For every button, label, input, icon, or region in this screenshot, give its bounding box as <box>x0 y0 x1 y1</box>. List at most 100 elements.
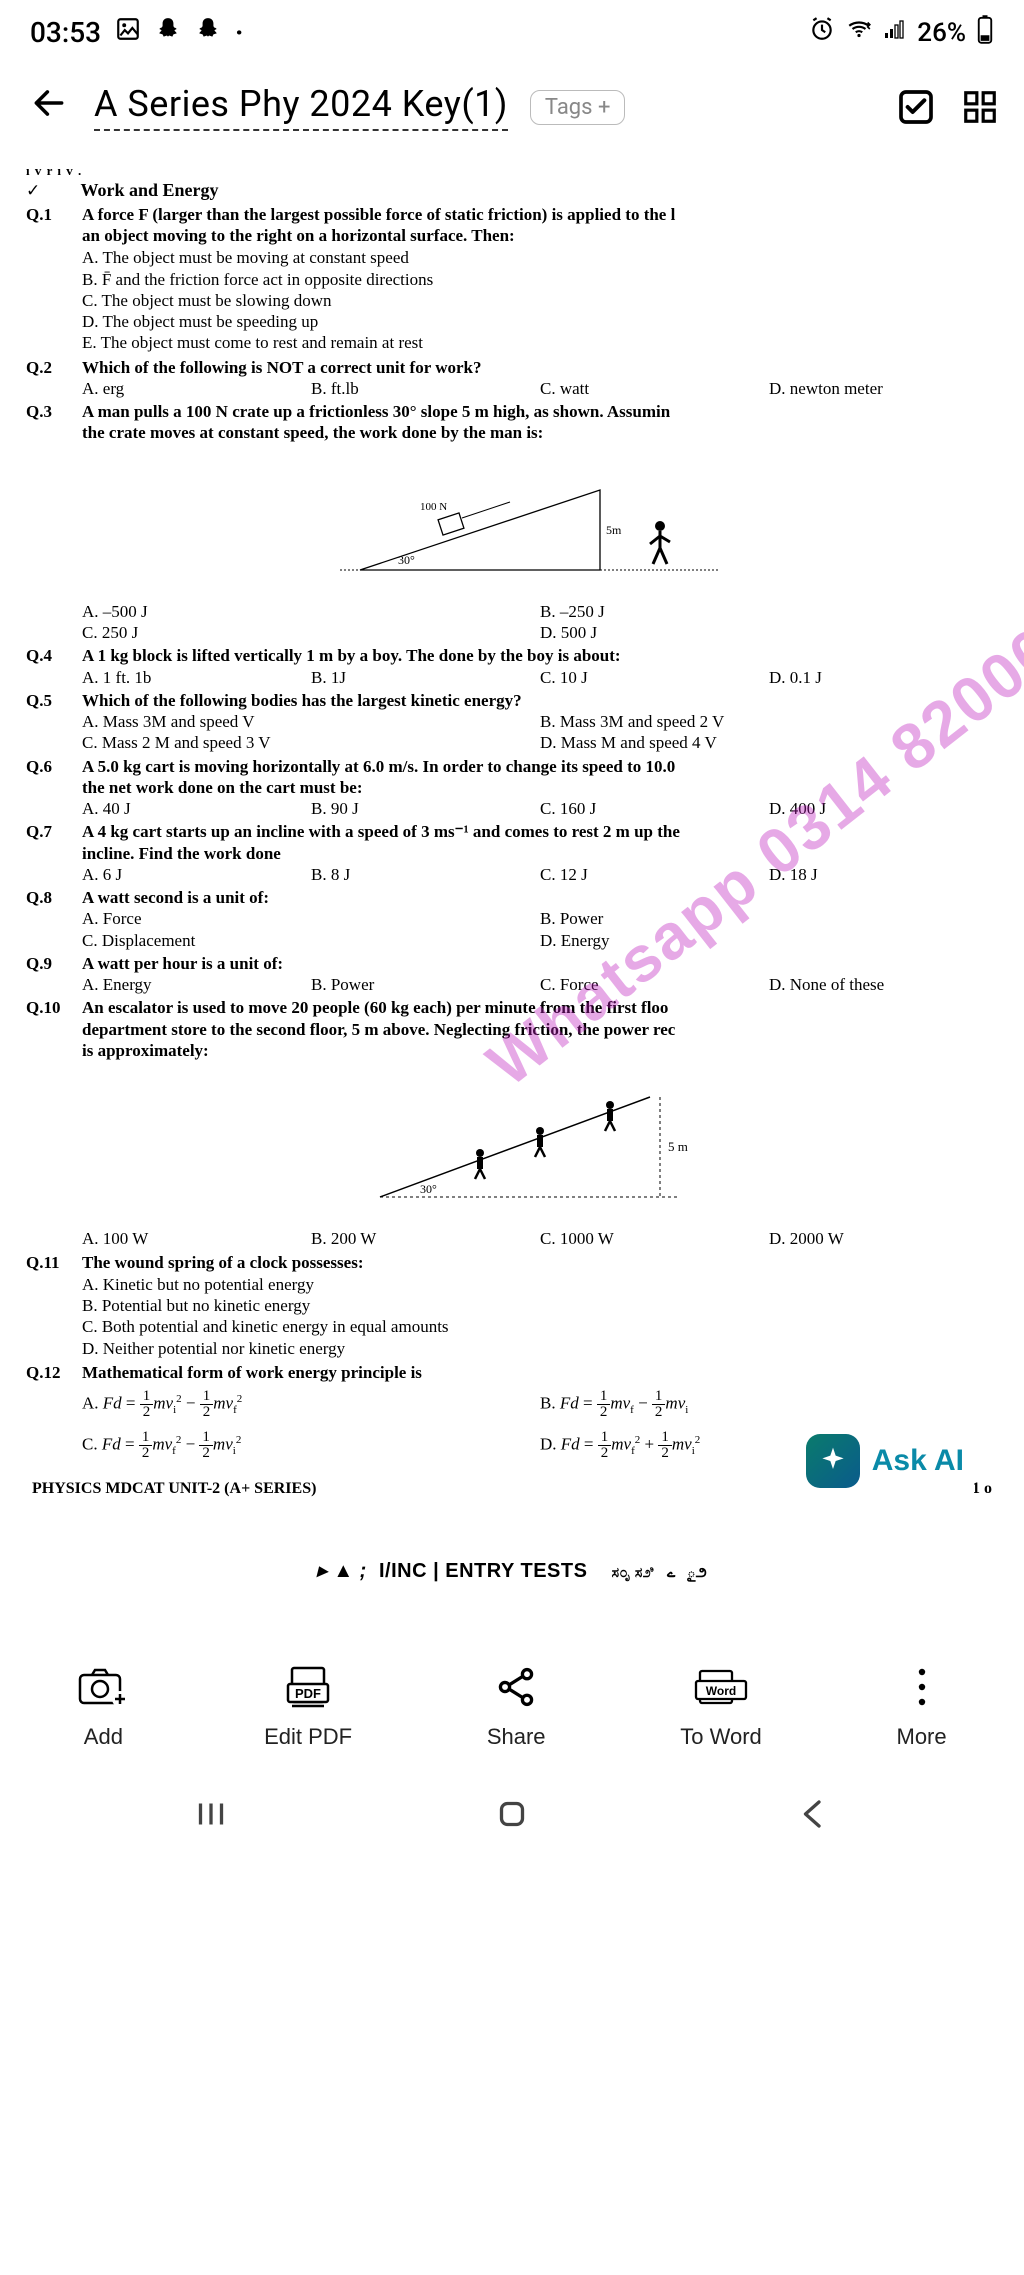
option: C. 1000 W <box>540 1228 769 1249</box>
document-viewport[interactable]: Whatsapp 0314 8200007 ı v r ı v . ✓ Work… <box>0 143 1024 1634</box>
gallery-icon <box>115 16 141 49</box>
option: C. Fd = 12mvf2 − 12mvi2 <box>82 1430 540 1461</box>
share-button[interactable]: Share <box>487 1664 546 1750</box>
question-text: Which of the following bodies has the la… <box>82 690 998 711</box>
option: D. 2000 W <box>769 1228 998 1249</box>
question-block: Q.5 Which of the following bodies has th… <box>26 690 998 754</box>
options-row: A. Force B. Power <box>82 908 998 929</box>
question-number: Q.7 <box>26 821 82 885</box>
option: A. Fd = 12mvi2 − 12mvf2 <box>82 1389 540 1420</box>
question-block: Q.4 A 1 kg block is lifted vertically 1 … <box>26 645 998 688</box>
question-number: Q.12 <box>26 1362 82 1461</box>
option: C. Force <box>540 974 769 995</box>
question-text: A 5.0 kg cart is moving horizontally at … <box>82 756 998 777</box>
section-title: Work and Energy <box>81 180 219 200</box>
ask-ai-button[interactable]: Ask AI <box>796 1428 974 1494</box>
nav-recents-button[interactable] <box>193 1796 229 1836</box>
svg-text:Word: Word <box>706 1684 736 1698</box>
option: C. 160 J <box>540 798 769 819</box>
question-subtext2: is approximately: <box>82 1040 998 1061</box>
figure-slope-crate: 30° 5m 100 N <box>82 450 998 595</box>
edit-pdf-button[interactable]: PDF Edit PDF <box>264 1664 352 1750</box>
question-block: Q.11 The wound spring of a clock possess… <box>26 1252 998 1360</box>
nav-home-button[interactable] <box>494 1796 530 1836</box>
svg-text:5 m: 5 m <box>668 1139 688 1154</box>
alarm-icon <box>809 16 835 49</box>
option: D. newton meter <box>769 378 998 399</box>
option: C. Displacement <box>82 930 540 951</box>
svg-text:PDF: PDF <box>295 1686 321 1701</box>
camera-add-icon <box>77 1664 129 1710</box>
android-navbar <box>0 1770 1024 1866</box>
option: A. Energy <box>82 974 311 995</box>
option: B. Fd = 12mvf − 12mvi <box>540 1389 998 1420</box>
option: B. ft.lb <box>311 378 540 399</box>
option: A. Kinetic but no potential energy <box>82 1274 998 1295</box>
to-word-button[interactable]: Word To Word <box>680 1664 762 1750</box>
option: D. Mass M and speed 4 V <box>540 732 998 753</box>
option: D. 500 J <box>540 622 998 643</box>
battery-icon <box>976 14 994 51</box>
options-list: A. Kinetic but no potential energy B. Po… <box>82 1274 998 1359</box>
share-icon <box>494 1664 538 1710</box>
select-check-button[interactable] <box>892 83 940 131</box>
option: D. 18 J <box>769 864 998 885</box>
status-dot: · <box>235 16 243 49</box>
question-block: Q.9 A watt per hour is a unit of: A. Ene… <box>26 953 998 996</box>
status-left: 03:53 · <box>30 16 244 49</box>
back-button[interactable] <box>20 81 78 133</box>
question-text: A 4 kg cart starts up an incline with a … <box>82 821 998 842</box>
nav-back-button[interactable] <box>795 1796 831 1836</box>
signal-icon <box>883 17 907 48</box>
svg-text:30°: 30° <box>398 553 415 567</box>
option: D. Neither potential nor kinetic energy <box>82 1338 998 1359</box>
add-button[interactable]: Add <box>77 1664 129 1750</box>
question-number: Q.9 <box>26 953 82 996</box>
question-block: Q.3 A man pulls a 100 N crate up a frict… <box>26 401 998 643</box>
question-number: Q.5 <box>26 690 82 754</box>
more-button[interactable]: More <box>897 1664 947 1750</box>
question-number: Q.11 <box>26 1252 82 1360</box>
snapchat-icon <box>155 16 181 49</box>
tags-button[interactable]: Tags + <box>530 90 626 125</box>
question-text: An escalator is used to move 20 people (… <box>82 997 998 1018</box>
grid-view-button[interactable] <box>956 83 1004 131</box>
figure-escalator: 30° 5 m <box>82 1067 998 1222</box>
question-block: Q.6 A 5.0 kg cart is moving horizontally… <box>26 756 998 820</box>
question-block: Q.8 A watt second is a unit of: A. Force… <box>26 887 998 951</box>
option: C. Both potential and kinetic energy in … <box>82 1316 998 1337</box>
options-row: C. Mass 2 M and speed 3 V D. Mass M and … <box>82 732 998 753</box>
question-subtext: the crate moves at constant speed, the w… <box>82 422 998 443</box>
toolbar-label: Add <box>84 1724 123 1750</box>
question-text: The wound spring of a clock possesses: <box>82 1252 998 1273</box>
options-row: A. Fd = 12mvi2 − 12mvf2 B. Fd = 12mvf − … <box>82 1389 998 1420</box>
option: D. Energy <box>540 930 998 951</box>
svg-text:100 N: 100 N <box>420 501 447 513</box>
question-subtext: the net work done on the cart must be: <box>82 777 998 798</box>
option: D. 0.1 J <box>769 667 998 688</box>
options-row: C. 250 J D. 500 J <box>82 622 998 643</box>
option: A. 100 W <box>82 1228 311 1249</box>
question-subtext: incline. Find the work done <box>82 843 998 864</box>
option: B. 8 J <box>311 864 540 885</box>
option: B. Power <box>540 908 998 929</box>
question-subtext: an object moving to the right on a horiz… <box>82 225 998 246</box>
question-number: Q.2 <box>26 357 82 400</box>
option: D. The object must be speeding up <box>82 311 998 332</box>
question-text: A watt second is a unit of: <box>82 887 998 908</box>
option: C. The object must be slowing down <box>82 290 998 311</box>
entry-tests-banner: ▸ ▲ ; I/INC | ENTRY TESTS ಸ೦ೃ ಸ೨ಿ ے ౛ౖ౨ <box>26 1559 998 1584</box>
document-title[interactable]: A Series Phy 2024 Key(1) <box>94 83 508 131</box>
option: E. The object must come to rest and rema… <box>82 332 998 353</box>
option: A. 6 J <box>82 864 311 885</box>
option: A. Force <box>82 908 540 929</box>
question-number: Q.6 <box>26 756 82 820</box>
question-text: Mathematical form of work energy princip… <box>82 1362 998 1383</box>
option: B. –250 J <box>540 601 998 622</box>
option: D. 400 J <box>769 798 998 819</box>
toolbar-label: Edit PDF <box>264 1724 352 1750</box>
option: C. 12 J <box>540 864 769 885</box>
question-number: Q.1 <box>26 204 82 355</box>
footer-left: PHYSICS MDCAT UNIT-2 (A+ SERIES) <box>32 1479 316 1499</box>
question-number: Q.4 <box>26 645 82 688</box>
